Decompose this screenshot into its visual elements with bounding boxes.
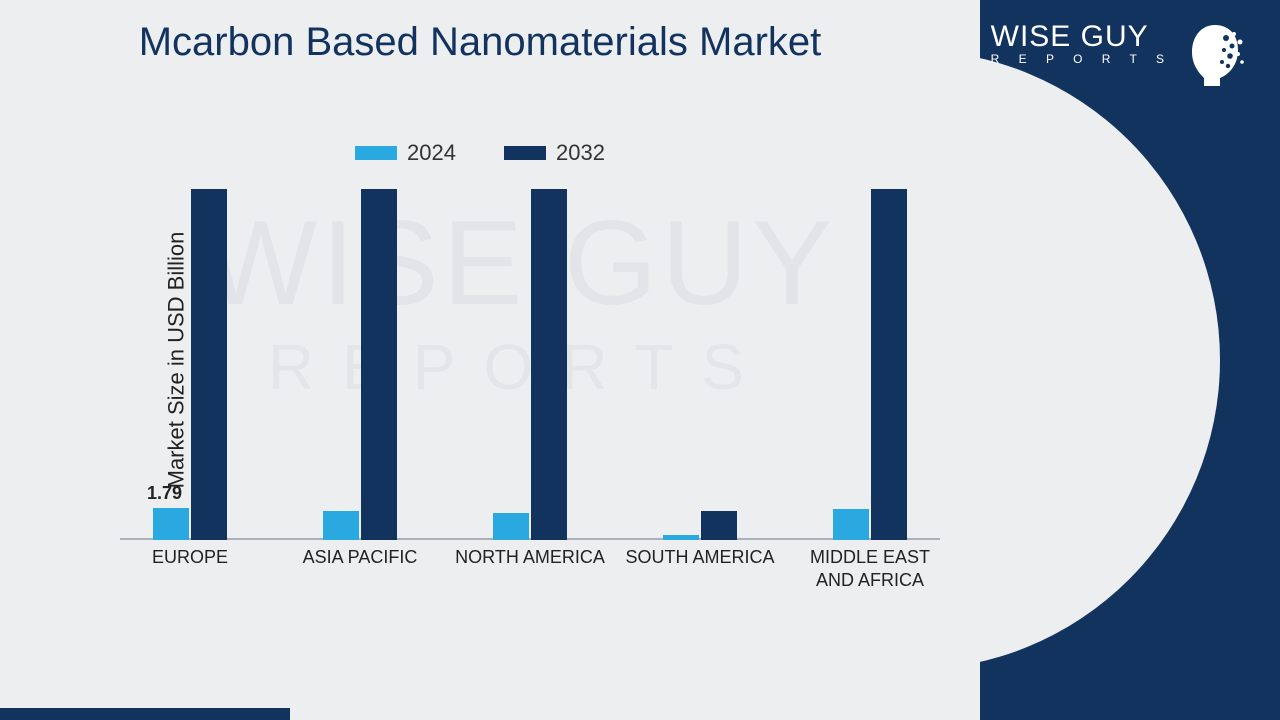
bar-europe-2032 <box>191 189 227 540</box>
legend-item-2032: 2032 <box>504 140 605 166</box>
brand-subname: R E P O R T S <box>991 52 1172 66</box>
bar-mea-2024 <box>833 509 869 540</box>
bar-group-sa <box>640 511 760 540</box>
bar-sa-2024 <box>663 535 699 540</box>
x-label-apac: ASIA PACIFIC <box>280 546 440 569</box>
legend-label-2024: 2024 <box>407 140 456 166</box>
x-label-europe: EUROPE <box>110 546 270 569</box>
bar-group-europe: 1.79 <box>130 189 250 540</box>
brand-name: WISE GUY <box>991 20 1172 54</box>
x-label-sa: SOUTH AMERICA <box>620 546 780 569</box>
chart-title: Mcarbon Based Nanomaterials Market <box>0 20 960 65</box>
brand-head-icon <box>1180 20 1250 90</box>
x-label-mea: MIDDLE EAST AND AFRICA <box>790 546 950 591</box>
legend-label-2032: 2032 <box>556 140 605 166</box>
bar-mea-2032 <box>871 189 907 540</box>
bar-value-label-europe-2024: 1.79 <box>147 483 182 504</box>
bar-group-apac <box>300 189 420 540</box>
brand-logo: WISE GUY R E P O R T S <box>991 20 1250 90</box>
bar-apac-2032 <box>361 189 397 540</box>
bar-europe-2024 <box>153 508 189 540</box>
bar-group-mea <box>810 189 930 540</box>
legend: 2024 2032 <box>0 140 960 166</box>
bar-group-na <box>470 189 590 540</box>
legend-swatch-2032 <box>504 146 546 160</box>
x-label-na: NORTH AMERICA <box>450 546 610 569</box>
bar-apac-2024 <box>323 511 359 540</box>
footer-accent-bar <box>0 708 290 720</box>
bar-na-2024 <box>493 513 529 540</box>
bar-na-2032 <box>531 189 567 540</box>
legend-item-2024: 2024 <box>355 140 456 166</box>
chart-plot-area: 1.79 <box>120 180 940 540</box>
bar-sa-2032 <box>701 511 737 540</box>
legend-swatch-2024 <box>355 146 397 160</box>
